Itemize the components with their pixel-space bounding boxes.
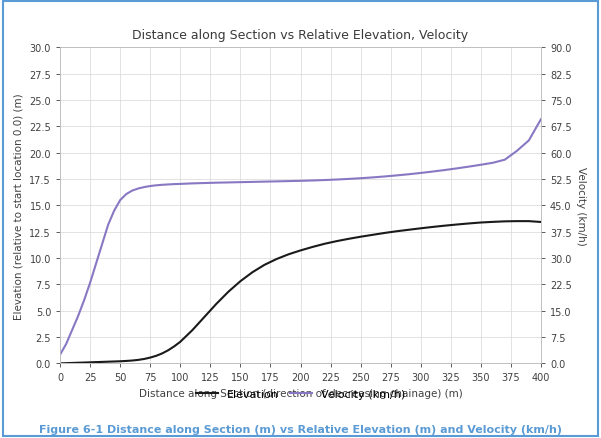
Y-axis label: Elevation (relative to start location 0.0) (m): Elevation (relative to start location 0.… [14, 93, 24, 319]
Velocity (km/h) [525, 138, 532, 144]
Velocity (km/h) [537, 117, 545, 123]
Velocity (km/h) [56, 352, 64, 357]
Elevation [369, 233, 376, 238]
Velocity (km/h) [123, 192, 130, 197]
Line: Velocity (km/h): Velocity (km/h) [60, 120, 541, 355]
Velocity (km/h) [369, 175, 376, 180]
Velocity (km/h) [147, 184, 154, 189]
Y-axis label: Velocity (km/h): Velocity (km/h) [576, 166, 585, 245]
Line: Elevation: Elevation [60, 222, 541, 364]
Legend: Elevation, Velocity (km/h): Elevation, Velocity (km/h) [191, 385, 410, 404]
Elevation [525, 219, 532, 224]
Title: Distance along Section vs Relative Elevation, Velocity: Distance along Section vs Relative Eleva… [132, 28, 469, 42]
X-axis label: Distance along Section (direction of decreasing chainage) (m): Distance along Section (direction of dec… [139, 388, 462, 398]
Velocity (km/h) [153, 183, 160, 188]
Text: Figure 6-1 Distance along Section (m) vs Relative Elevation (m) and Velocity (km: Figure 6-1 Distance along Section (m) vs… [39, 424, 562, 434]
Velocity (km/h) [333, 177, 340, 183]
Elevation [537, 220, 545, 225]
Elevation [333, 239, 340, 244]
Elevation [123, 358, 130, 364]
Elevation [56, 361, 64, 366]
Elevation [147, 355, 154, 360]
Elevation [513, 219, 520, 224]
Elevation [153, 353, 160, 359]
